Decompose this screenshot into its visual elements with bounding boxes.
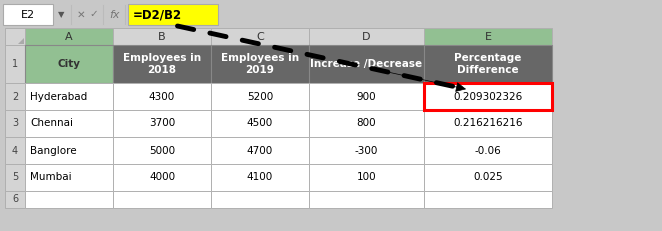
Text: 4700: 4700 <box>247 146 273 155</box>
Text: 2: 2 <box>12 91 18 101</box>
Text: fx: fx <box>109 9 119 19</box>
Bar <box>113 45 211 83</box>
Bar <box>211 110 309 137</box>
Text: 4100: 4100 <box>247 173 273 182</box>
Text: 3700: 3700 <box>149 119 175 128</box>
Bar <box>25 137 113 164</box>
Text: 0.216216216: 0.216216216 <box>453 119 523 128</box>
Bar <box>211 191 309 208</box>
Bar <box>424 164 552 191</box>
Bar <box>424 83 552 110</box>
Text: D: D <box>362 31 371 42</box>
Bar <box>424 137 552 164</box>
Bar <box>309 28 424 45</box>
Text: 5200: 5200 <box>247 91 273 101</box>
Bar <box>309 110 424 137</box>
Bar <box>25 28 113 45</box>
Bar <box>25 191 113 208</box>
Bar <box>211 137 309 164</box>
Bar <box>5 28 25 45</box>
Bar <box>113 28 211 45</box>
Text: B: B <box>158 31 166 42</box>
Text: 5: 5 <box>12 173 18 182</box>
Text: ▼: ▼ <box>58 10 64 19</box>
Bar <box>5 137 25 164</box>
Text: 800: 800 <box>357 119 376 128</box>
Bar <box>25 45 113 83</box>
Text: 3: 3 <box>12 119 18 128</box>
Text: A: A <box>65 31 73 42</box>
Bar <box>211 28 309 45</box>
Bar <box>309 45 424 83</box>
Text: ✓: ✓ <box>89 9 99 19</box>
Text: 1: 1 <box>12 59 18 69</box>
Bar <box>113 137 211 164</box>
Bar <box>25 83 113 110</box>
Text: ✕: ✕ <box>77 9 85 19</box>
Text: 4500: 4500 <box>247 119 273 128</box>
Bar <box>424 191 552 208</box>
Text: Chennai: Chennai <box>30 119 73 128</box>
Text: 5000: 5000 <box>149 146 175 155</box>
Bar <box>113 191 211 208</box>
Text: Mumbai: Mumbai <box>30 173 71 182</box>
Text: 0.025: 0.025 <box>473 173 503 182</box>
Text: Banglore: Banglore <box>30 146 77 155</box>
Bar <box>424 28 552 45</box>
Text: 4300: 4300 <box>149 91 175 101</box>
Text: Percentage
Difference: Percentage Difference <box>454 53 522 75</box>
Bar <box>211 164 309 191</box>
Bar <box>113 83 211 110</box>
Bar <box>424 110 552 137</box>
Text: =D2/B2: =D2/B2 <box>133 8 182 21</box>
Text: 6: 6 <box>12 195 18 204</box>
Text: C: C <box>256 31 264 42</box>
Bar <box>309 83 424 110</box>
Text: City: City <box>58 59 81 69</box>
Text: -300: -300 <box>355 146 378 155</box>
Bar <box>5 110 25 137</box>
Bar <box>5 164 25 191</box>
Text: Increase /Decrease: Increase /Decrease <box>310 59 422 69</box>
Bar <box>424 45 552 83</box>
Text: 900: 900 <box>357 91 376 101</box>
Bar <box>25 110 113 137</box>
Bar <box>5 191 25 208</box>
Bar <box>211 83 309 110</box>
Text: Employees in
2019: Employees in 2019 <box>221 53 299 75</box>
Bar <box>5 45 25 83</box>
Bar <box>128 4 218 25</box>
Text: E2: E2 <box>21 9 35 19</box>
Text: Hyderabad: Hyderabad <box>30 91 87 101</box>
Bar <box>309 137 424 164</box>
Text: 100: 100 <box>357 173 376 182</box>
Bar <box>3 4 53 25</box>
Bar <box>25 164 113 191</box>
Bar <box>5 83 25 110</box>
Bar <box>309 191 424 208</box>
Polygon shape <box>18 38 24 44</box>
Text: 0.209302326: 0.209302326 <box>453 91 522 101</box>
Bar <box>211 45 309 83</box>
Bar <box>0 1 662 28</box>
Bar <box>309 164 424 191</box>
Text: 4: 4 <box>12 146 18 155</box>
Text: -0.06: -0.06 <box>475 146 501 155</box>
Bar <box>113 164 211 191</box>
Text: Employees in
2018: Employees in 2018 <box>123 53 201 75</box>
Text: E: E <box>485 31 491 42</box>
Text: 4000: 4000 <box>149 173 175 182</box>
Bar <box>113 110 211 137</box>
